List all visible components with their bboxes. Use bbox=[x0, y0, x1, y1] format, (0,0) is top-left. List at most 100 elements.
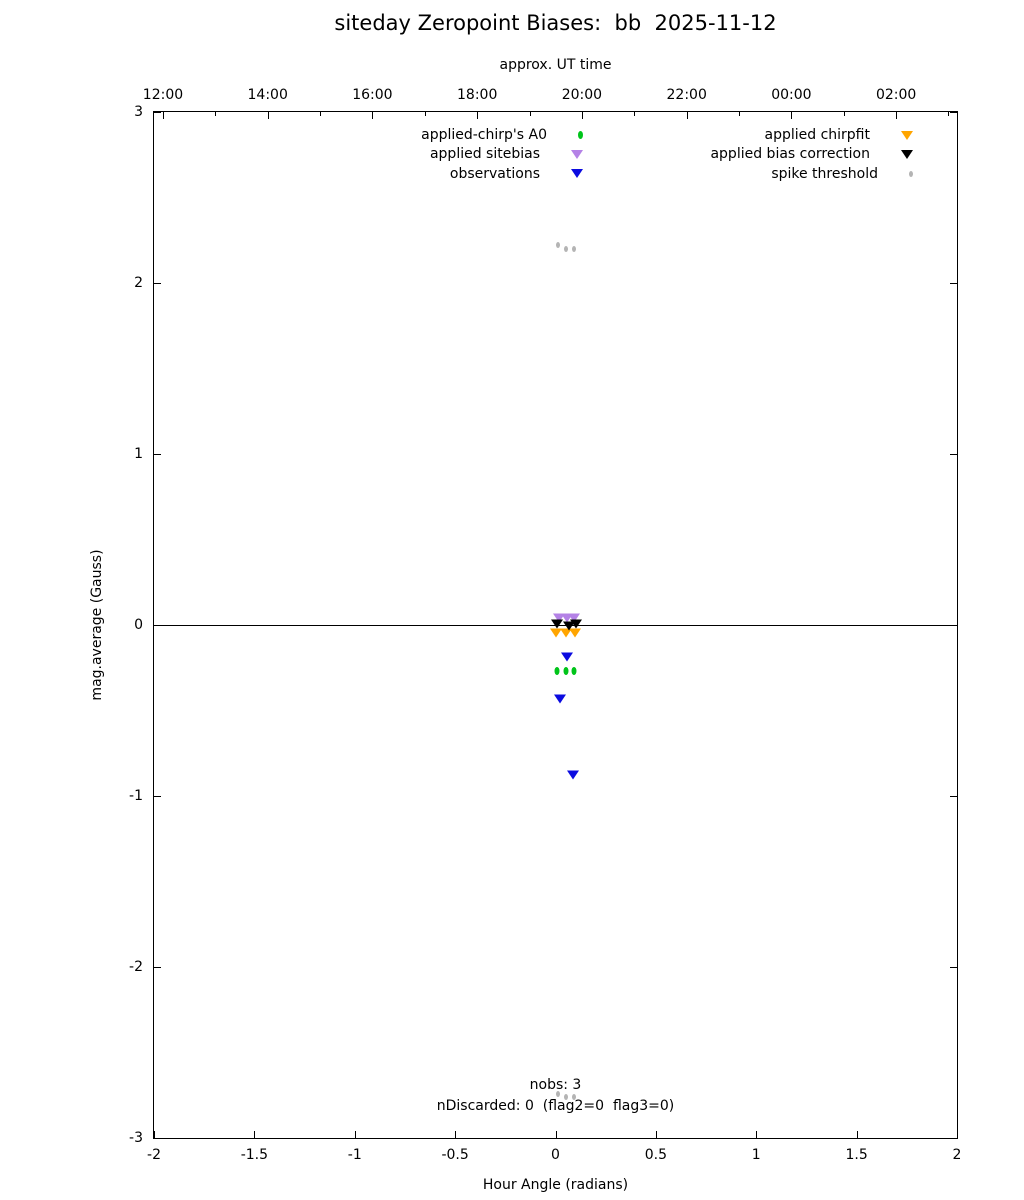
y-tick bbox=[154, 625, 161, 626]
legend-label: applied sitebias bbox=[429, 146, 540, 163]
y-tick-label: -2 bbox=[129, 959, 143, 975]
ut-tick bbox=[162, 112, 164, 119]
y-tick bbox=[154, 967, 161, 968]
small-dot-marker bbox=[555, 242, 560, 249]
ut-tick bbox=[267, 112, 269, 119]
ut-minor-tick bbox=[634, 112, 636, 116]
data-point bbox=[552, 613, 565, 623]
ut-tick bbox=[686, 112, 688, 119]
ut-minor-tick bbox=[320, 112, 322, 116]
data-point bbox=[571, 1093, 576, 1100]
plot-area: -2 -1.5 -1 -0.5 0 0.5 1 1.5 2 3 2 1 0 -1 -2 -3 12:00 14… bbox=[129, 87, 961, 1163]
triangle-down-marker bbox=[560, 652, 573, 662]
x-tick bbox=[354, 1131, 356, 1138]
x-tick-label: 1 bbox=[751, 1147, 761, 1163]
y-tick-label: -3 bbox=[129, 1130, 143, 1146]
legend-marker bbox=[571, 149, 583, 159]
x-tick bbox=[756, 1131, 758, 1138]
x-tick-label: 2 bbox=[952, 1147, 962, 1163]
ut-minor-tick bbox=[529, 112, 531, 116]
y-tick bbox=[154, 112, 161, 113]
ut-tick bbox=[372, 112, 374, 119]
data-point bbox=[571, 667, 577, 676]
dot-marker bbox=[563, 667, 569, 676]
y-tick bbox=[154, 796, 161, 797]
page-title: siteday Zeropoint Biases: bb 2025-11-12 bbox=[334, 11, 777, 35]
data-point bbox=[568, 628, 581, 638]
small-dot-marker bbox=[571, 245, 576, 252]
y-axis-label: mag.average (Gauss) bbox=[89, 549, 105, 701]
x-tick bbox=[154, 1131, 155, 1138]
small-dot-marker bbox=[563, 1093, 568, 1100]
y-tick-label: -1 bbox=[129, 788, 143, 804]
triangle-down-marker bbox=[568, 628, 581, 638]
legend-marker bbox=[909, 170, 913, 177]
y-tick-mirror bbox=[950, 112, 957, 113]
annotation-text: nobs: 3 bbox=[529, 1076, 582, 1093]
legend-item: applied bias correction bbox=[710, 145, 913, 163]
ut-tick bbox=[791, 112, 793, 119]
legend-label: applied chirpfit bbox=[764, 127, 871, 143]
ut-minor-tick bbox=[215, 112, 217, 116]
x-tick bbox=[856, 1131, 858, 1138]
legend-item: observations bbox=[450, 165, 583, 183]
data-point bbox=[554, 667, 559, 676]
ut-tick-label: 14:00 bbox=[247, 87, 288, 103]
ut-tick bbox=[581, 112, 583, 119]
triangle-down-marker bbox=[560, 613, 573, 623]
y-tick-mirror bbox=[950, 1138, 957, 1139]
y-tick bbox=[154, 283, 161, 284]
small-dot-marker bbox=[555, 1090, 560, 1097]
ut-tick bbox=[896, 112, 898, 119]
triangle-down-marker bbox=[559, 628, 572, 638]
y-tick bbox=[154, 454, 161, 455]
y-tick-label: 2 bbox=[134, 275, 143, 291]
dot-marker bbox=[554, 667, 559, 676]
x-tick bbox=[957, 1131, 958, 1138]
y-tick-label: 3 bbox=[134, 104, 143, 120]
ut-minor-tick bbox=[843, 112, 845, 116]
legend-item: applied-chirp's A0 bbox=[421, 126, 583, 144]
x-tick-label: -0.5 bbox=[441, 1147, 469, 1163]
data-point bbox=[563, 1093, 568, 1100]
legend-marker bbox=[901, 130, 913, 140]
legend-label: applied bias correction bbox=[710, 146, 870, 163]
data-point bbox=[563, 667, 569, 676]
legend-label: applied-chirp's A0 bbox=[421, 127, 547, 143]
triangle-down-marker bbox=[550, 619, 563, 629]
y-tick-label: 1 bbox=[134, 446, 143, 462]
x-tick-label: -2 bbox=[147, 1147, 161, 1163]
y-tick-mirror bbox=[950, 454, 957, 455]
legend-item: applied sitebias bbox=[430, 145, 583, 163]
triangle-down-marker bbox=[569, 619, 582, 629]
data-point bbox=[563, 245, 568, 252]
small-dot-marker bbox=[563, 245, 568, 252]
ut-minor-tick bbox=[424, 112, 426, 116]
data-point bbox=[554, 694, 567, 704]
triangle-down-marker bbox=[552, 613, 565, 623]
x-axis-label: Hour Angle (radians) bbox=[482, 1177, 629, 1193]
legend-marker bbox=[578, 131, 583, 139]
ut-tick-label: 12:00 bbox=[142, 87, 184, 103]
data-point bbox=[571, 245, 576, 252]
triangle-down-marker bbox=[549, 628, 562, 638]
data-point bbox=[549, 628, 562, 638]
data-point bbox=[550, 619, 563, 629]
triangle-down-marker bbox=[568, 613, 581, 623]
legend-item: applied chirpfit bbox=[764, 126, 913, 144]
data-point bbox=[555, 242, 560, 249]
data-point bbox=[560, 613, 573, 623]
data-point bbox=[568, 613, 581, 623]
ut-minor-tick bbox=[739, 112, 741, 116]
y-tick-label: 0 bbox=[134, 617, 143, 633]
x-tick bbox=[655, 1131, 657, 1138]
ut-tick-label: 02:00 bbox=[875, 87, 917, 103]
dot-marker bbox=[571, 667, 577, 676]
data-point bbox=[569, 619, 582, 629]
x-tick-label: 1.5 bbox=[845, 1147, 868, 1163]
legend-marker bbox=[901, 149, 913, 159]
y-tick-mirror bbox=[950, 796, 957, 797]
x-tick bbox=[555, 1131, 557, 1138]
triangle-down-marker bbox=[554, 694, 567, 704]
annotation-text: nDiscarded: 0 (flag2=0 flag3=0) bbox=[436, 1098, 675, 1115]
